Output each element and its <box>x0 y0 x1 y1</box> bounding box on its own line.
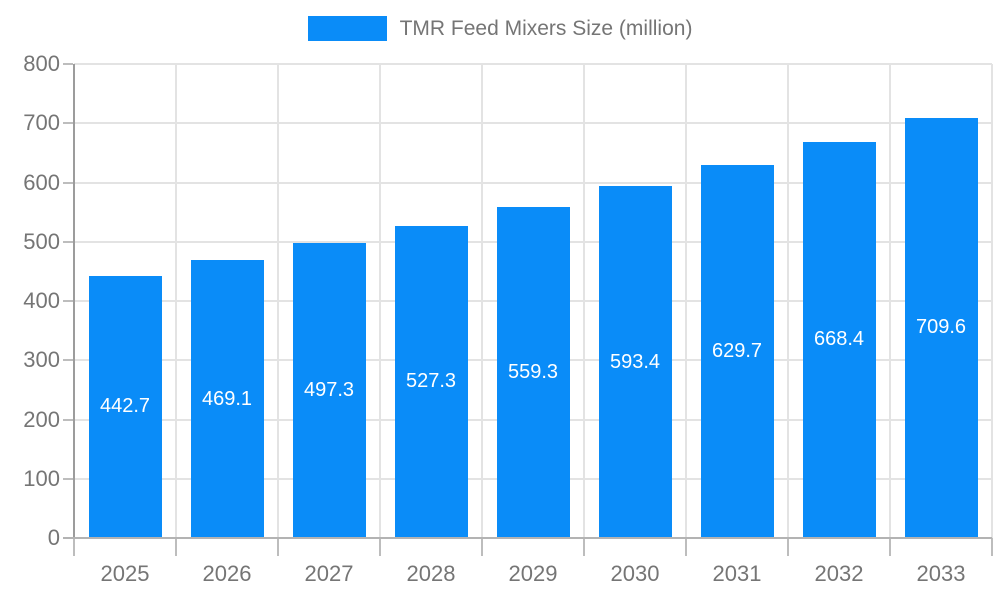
y-tick-300 <box>63 359 73 362</box>
y-axis-label-300: 300 <box>23 347 60 373</box>
x-tick-3 <box>379 538 381 556</box>
chart-legend[interactable]: TMR Feed Mixers Size (million) <box>0 16 1000 41</box>
y-axis-label-200: 200 <box>23 406 60 432</box>
gridline-v-9 <box>991 64 993 538</box>
bar-2029[interactable]: 559.3 <box>496 206 570 538</box>
gridline-v-1 <box>175 64 177 538</box>
y-axis-label-600: 600 <box>23 169 60 195</box>
bar-2033[interactable]: 709.6 <box>904 117 978 538</box>
x-tick-5 <box>583 538 585 556</box>
bar-2028[interactable]: 527.3 <box>394 225 468 538</box>
x-axis-label-2027: 2027 <box>304 561 354 586</box>
x-axis-label-2025: 2025 <box>100 561 150 586</box>
bar-value-label: 709.6 <box>915 316 967 339</box>
x-axis-label-2031: 2031 <box>712 561 762 586</box>
x-axis-label-2032: 2032 <box>814 561 864 586</box>
x-tick-9 <box>991 538 993 556</box>
y-axis-label-800: 800 <box>23 51 60 76</box>
x-axis-label-2029: 2029 <box>508 561 558 586</box>
bar-2027[interactable]: 497.3 <box>292 243 366 538</box>
x-tick-4 <box>481 538 483 556</box>
bar-value-label: 559.3 <box>507 360 559 383</box>
bar-value-label: 629.7 <box>711 339 763 362</box>
bar-value-label: 668.4 <box>813 328 865 351</box>
x-axis-label-2033: 2033 <box>916 561 966 586</box>
bar-2030[interactable]: 593.4 <box>598 186 672 538</box>
bar-2031[interactable]: 629.7 <box>700 164 774 538</box>
y-axis-label-100: 100 <box>23 465 60 491</box>
y-axis-line <box>73 64 75 538</box>
gridline-h-800 <box>74 63 992 65</box>
y-axis-label-700: 700 <box>23 110 60 136</box>
y-axis-label-400: 400 <box>23 288 60 313</box>
bar-value-label: 527.3 <box>405 370 457 393</box>
y-tick-100 <box>63 477 73 480</box>
x-tick-0 <box>73 538 75 556</box>
y-tick-700 <box>63 122 73 125</box>
gridline-v-3 <box>379 64 381 538</box>
x-axis-label-2026: 2026 <box>202 561 252 586</box>
bar-2026[interactable]: 469.1 <box>190 260 264 538</box>
y-axis-label-500: 500 <box>23 228 60 254</box>
x-axis-label-2028: 2028 <box>406 561 456 586</box>
gridline-v-5 <box>583 64 585 538</box>
legend-label: TMR Feed Mixers Size (million) <box>399 16 693 40</box>
x-axis-label-2030: 2030 <box>610 561 660 586</box>
y-tick-200 <box>63 418 73 421</box>
bar-value-label: 442.7 <box>99 395 151 418</box>
gridline-v-8 <box>889 64 891 538</box>
gridline-v-4 <box>481 64 483 538</box>
gridline-v-6 <box>685 64 687 538</box>
legend-swatch-icon <box>307 16 387 41</box>
gridline-h-700 <box>74 122 992 125</box>
x-tick-6 <box>685 538 687 556</box>
x-tick-2 <box>277 538 279 556</box>
x-tick-7 <box>787 538 789 556</box>
bar-2025[interactable]: 442.7 <box>88 275 162 538</box>
gridline-v-2 <box>277 64 279 538</box>
y-tick-600 <box>63 181 73 184</box>
y-tick-500 <box>63 240 73 243</box>
bar-value-label: 497.3 <box>303 379 355 402</box>
y-tick-400 <box>63 300 73 302</box>
gridline-h-600 <box>74 181 992 184</box>
y-axis-label-0: 0 <box>47 525 60 550</box>
x-axis-line <box>63 537 992 539</box>
y-tick-800 <box>63 63 73 65</box>
bar-value-label: 593.4 <box>609 350 661 373</box>
x-tick-8 <box>889 538 891 556</box>
bar-value-label: 469.1 <box>201 387 253 410</box>
bar-2032[interactable]: 668.4 <box>802 141 876 538</box>
gridline-v-7 <box>787 64 789 538</box>
x-tick-1 <box>175 538 177 556</box>
